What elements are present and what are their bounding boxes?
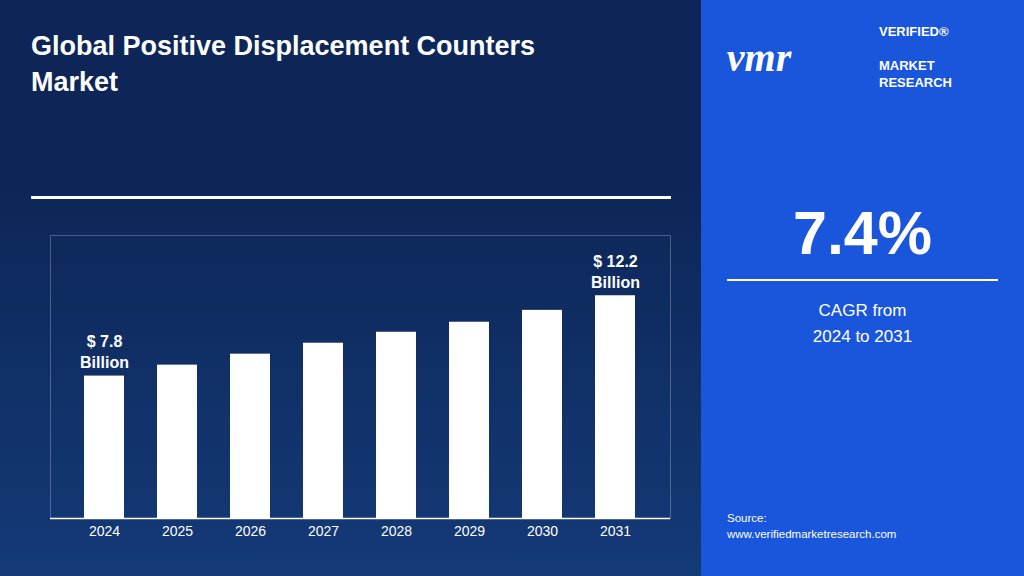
html-text:7.4%: 7.4% — [793, 199, 932, 267]
svg-text:2028: 2028 — [381, 523, 412, 539]
svg-text:2025: 2025 — [162, 523, 193, 539]
html-text:Global Positive Displacement C: Global Positive Displacement Counters Ma… — [31, 31, 536, 98]
svg-text:2024: 2024 — [89, 523, 120, 539]
svg-text:2026: 2026 — [235, 523, 266, 539]
html-text:CAGR from 2024 to 2031: CAGR from 2024 to 2031 — [812, 301, 913, 346]
html-text:MARKET RESEARCH: MARKET RESEARCH — [879, 58, 952, 90]
svg-text:$ 12.2Billion: $ 12.2Billion — [591, 253, 640, 291]
svg-text:$ 7.8Billion: $ 7.8Billion — [80, 333, 129, 371]
html-text:vmr: vmr — [726, 35, 792, 80]
svg-text:2029: 2029 — [454, 523, 485, 539]
html-text:Source: www.verifiedmarketrese: Source: www.verifiedmarketresearch.com — [727, 511, 897, 540]
svg-text:2027: 2027 — [308, 523, 339, 539]
svg-text:2031: 2031 — [600, 523, 631, 539]
html-text:VERIFIED®: VERIFIED® — [879, 24, 949, 39]
svg-text:2030: 2030 — [527, 523, 558, 539]
